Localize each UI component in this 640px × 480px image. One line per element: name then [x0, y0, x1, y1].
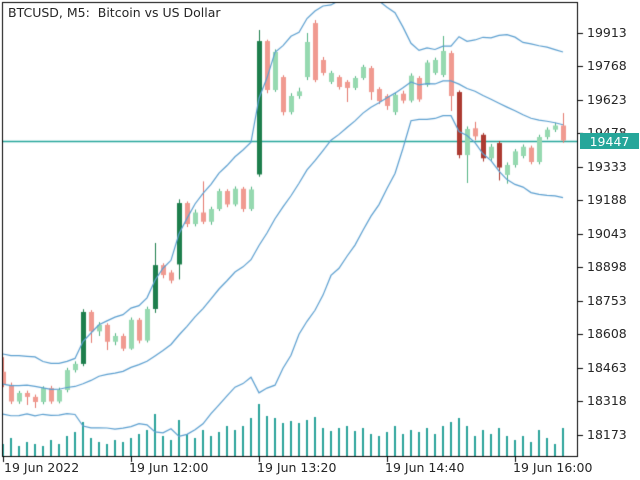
y-axis-label: 18173 — [587, 426, 627, 442]
y-axis-label: 18608 — [587, 326, 627, 342]
y-axis-label: 19913 — [587, 25, 627, 40]
y-axis-label: 18753 — [587, 292, 627, 308]
x-axis-label: 19 Jun 12:00 — [129, 460, 209, 475]
x-axis-label: 19 Jun 13:20 — [257, 460, 337, 475]
y-axis-label: 18318 — [587, 393, 627, 409]
y-axis-label: 19043 — [587, 225, 627, 241]
x-axis-label: 19 Jun 2022 — [4, 460, 80, 475]
current-price-badge: 19447 — [580, 132, 639, 149]
y-axis-label: 19333 — [587, 158, 627, 174]
y-axis-label: 19623 — [587, 91, 627, 107]
x-axis-label: 19 Jun 14:40 — [385, 460, 465, 475]
y-axis-label: 18898 — [587, 259, 627, 275]
chart-title: BTCUSD, M5: Bitcoin vs US Dollar — [8, 5, 221, 20]
y-axis-label: 19768 — [587, 58, 627, 74]
y-axis-label: 19188 — [587, 192, 627, 208]
x-axis-label: 19 Jun 16:00 — [513, 460, 593, 475]
y-axis-label: 18463 — [587, 359, 627, 375]
